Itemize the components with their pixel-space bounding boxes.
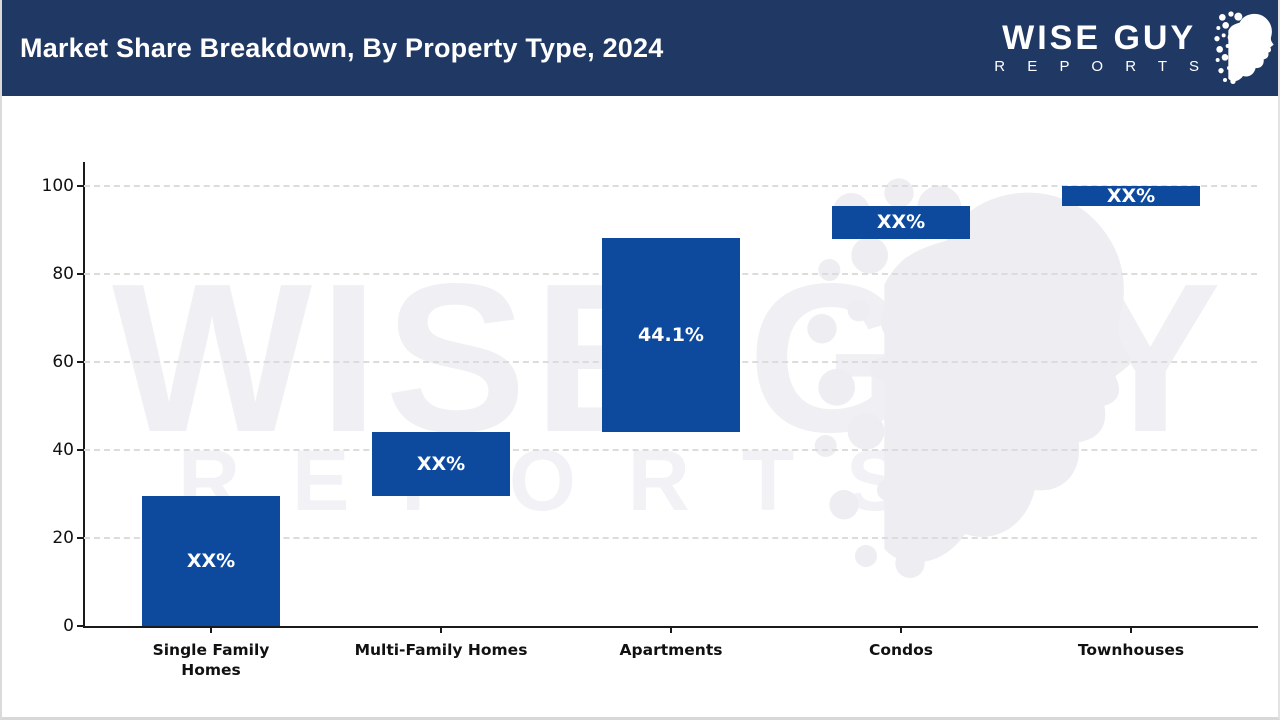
brand-subtitle: R E P O R T S <box>994 58 1208 75</box>
y-tick-label: 80 <box>52 264 74 284</box>
chart-title: Market Share Breakdown, By Property Type… <box>20 32 664 63</box>
y-tick-label: 0 <box>63 616 74 636</box>
y-tick-mark <box>77 625 84 627</box>
y-tick-mark <box>77 449 84 451</box>
x-category-label: Townhouses <box>1077 641 1185 659</box>
x-tick-mark <box>900 626 902 633</box>
bar-value-label: XX% <box>1106 184 1156 207</box>
brand-head-profile-icon <box>1214 11 1274 84</box>
header-band: Market Share Breakdown, By Property Type… <box>0 0 1280 96</box>
y-tick-mark <box>77 273 84 275</box>
y-tick-mark <box>77 185 84 187</box>
x-category-label: Condos <box>868 641 934 659</box>
x-tick-mark <box>440 626 442 633</box>
bar-value-label: XX% <box>876 211 926 234</box>
x-category-label: Apartments <box>619 641 723 659</box>
gridline-100 <box>84 185 1257 187</box>
y-tick-label: 20 <box>52 528 74 548</box>
y-tick-label: 100 <box>41 176 74 196</box>
y-axis-line <box>83 162 85 628</box>
bar-condos: XX% <box>832 205 970 239</box>
gridline-20 <box>84 537 1257 539</box>
brand-logo: WISE GUY R E P O R T S <box>990 8 1280 88</box>
bar-value-label: XX% <box>186 550 236 573</box>
bar-value-label: XX% <box>416 453 466 476</box>
x-tick-mark <box>210 626 212 633</box>
bar-townhouses: XX% <box>1062 184 1200 207</box>
x-category-label: Single Family Homes <box>152 641 270 679</box>
x-tick-mark <box>1130 626 1132 633</box>
bar-single-family-homes: XX% <box>142 496 280 626</box>
y-tick-label: 60 <box>52 352 74 372</box>
bar-multi-family-homes: XX% <box>372 432 510 497</box>
brand-logo-text: WISE GUY R E P O R T S <box>990 21 1208 75</box>
x-tick-mark <box>670 626 672 633</box>
bar-apartments: 44.1% <box>602 238 740 433</box>
y-tick-label: 40 <box>52 440 74 460</box>
x-category-label: Multi-Family Homes <box>354 641 528 659</box>
y-tick-mark <box>77 361 84 363</box>
brand-name: WISE GUY <box>1002 19 1197 57</box>
watermark-text-reports: R E P O R T S <box>178 433 918 529</box>
bar-value-label: 44.1% <box>638 324 704 347</box>
gridline-40 <box>84 449 1257 451</box>
y-tick-mark <box>77 537 84 539</box>
